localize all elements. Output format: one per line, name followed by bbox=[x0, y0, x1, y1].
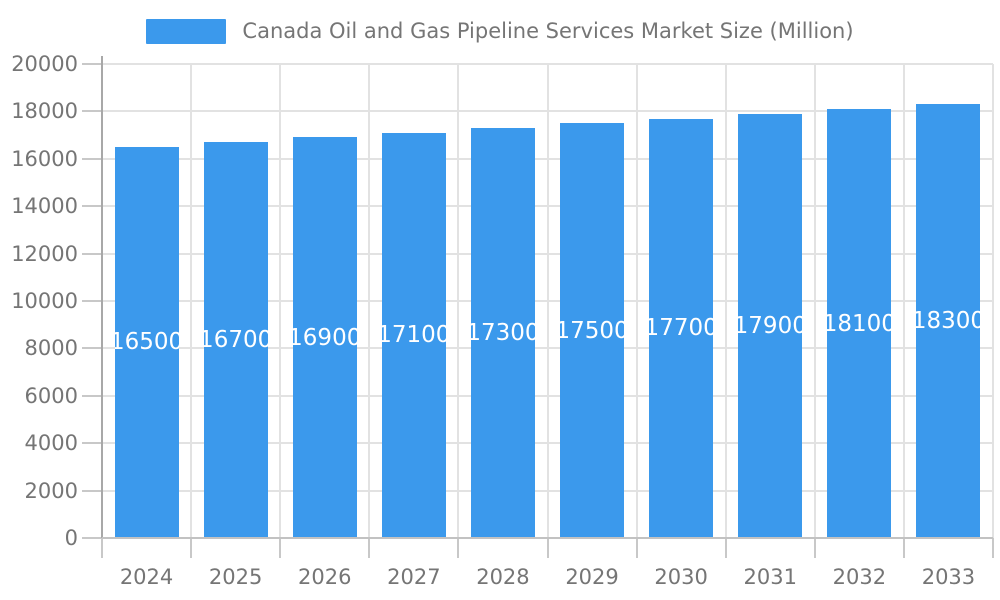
bar[interactable]: 17700 bbox=[649, 118, 714, 538]
x-tick bbox=[368, 538, 371, 558]
v-gridline bbox=[368, 64, 371, 538]
x-axis-label: 2031 bbox=[743, 565, 797, 589]
bar[interactable]: 18100 bbox=[827, 109, 892, 538]
x-tick bbox=[101, 538, 103, 558]
y-tick bbox=[82, 347, 102, 350]
bar-value-label: 16500 bbox=[114, 329, 179, 356]
y-axis-label: 12000 bbox=[11, 241, 78, 266]
bar[interactable]: 16500 bbox=[114, 146, 179, 538]
v-gridline bbox=[635, 64, 638, 538]
x-axis-label: 2028 bbox=[476, 565, 530, 589]
x-axis-label: 2027 bbox=[387, 565, 441, 589]
bar[interactable]: 17100 bbox=[381, 132, 446, 538]
bar-value-label: 16900 bbox=[292, 324, 357, 351]
y-axis-label: 16000 bbox=[11, 146, 78, 171]
y-axis-line bbox=[101, 56, 103, 538]
x-axis-label: 2032 bbox=[832, 565, 887, 589]
v-gridline bbox=[457, 64, 460, 538]
y-tick bbox=[82, 300, 102, 302]
y-axis-label: 8000 bbox=[24, 336, 78, 361]
bar[interactable]: 16700 bbox=[203, 142, 268, 538]
x-axis-label: 2029 bbox=[565, 565, 619, 589]
x-tick bbox=[190, 538, 193, 558]
v-gridline bbox=[279, 64, 282, 538]
x-axis-label: 2030 bbox=[654, 565, 708, 589]
bar[interactable]: 17300 bbox=[470, 128, 535, 538]
bar-value-label: 17300 bbox=[470, 320, 535, 346]
legend[interactable]: Canada Oil and Gas Pipeline Services Mar… bbox=[0, 19, 1000, 44]
bar-value-label: 16700 bbox=[203, 327, 268, 354]
bar[interactable]: 17500 bbox=[560, 123, 625, 538]
x-axis-line bbox=[102, 537, 993, 539]
bar-value-label: 17500 bbox=[560, 317, 625, 344]
y-axis-label: 14000 bbox=[11, 194, 78, 219]
x-tick bbox=[457, 538, 460, 558]
x-axis-label: 2026 bbox=[298, 565, 352, 589]
y-tick bbox=[82, 110, 102, 113]
x-tick bbox=[813, 538, 816, 558]
x-axis-label: 2033 bbox=[921, 565, 976, 589]
y-axis-label: 2000 bbox=[24, 478, 78, 503]
y-axis-label: 20000 bbox=[11, 52, 78, 76]
v-gridline bbox=[190, 64, 193, 538]
y-tick bbox=[82, 442, 102, 445]
y-tick bbox=[82, 157, 102, 160]
y-axis-label: 18000 bbox=[11, 99, 78, 124]
x-tick bbox=[546, 538, 549, 558]
y-tick bbox=[82, 394, 102, 397]
y-tick bbox=[82, 489, 102, 492]
x-tick bbox=[635, 538, 638, 558]
x-tick bbox=[992, 538, 994, 558]
bar[interactable]: 18300 bbox=[916, 104, 981, 538]
y-axis-label: 10000 bbox=[11, 289, 78, 313]
v-gridline bbox=[813, 64, 816, 538]
x-tick bbox=[279, 538, 282, 558]
x-axis-label: 2025 bbox=[208, 565, 263, 589]
bar[interactable]: 16900 bbox=[292, 137, 357, 538]
y-axis-label: 0 bbox=[64, 526, 78, 550]
y-tick bbox=[82, 537, 102, 539]
y-axis-label: 4000 bbox=[24, 431, 78, 456]
y-tick bbox=[82, 63, 102, 65]
x-tick bbox=[724, 538, 727, 558]
bar[interactable]: 17900 bbox=[738, 113, 803, 538]
bar-value-label: 18100 bbox=[827, 310, 892, 337]
legend-label: Canada Oil and Gas Pipeline Services Mar… bbox=[242, 19, 854, 43]
v-gridline bbox=[546, 64, 549, 538]
plot-area: 16500 16700 16900 17100 17300 17500 17700 17900… bbox=[102, 63, 994, 538]
legend-swatch bbox=[146, 19, 227, 44]
bar-value-label: 18300 bbox=[916, 308, 981, 335]
x-tick bbox=[902, 538, 905, 558]
v-gridline bbox=[902, 64, 905, 538]
bar-value-label: 17100 bbox=[381, 322, 446, 349]
y-tick bbox=[82, 252, 102, 255]
y-tick bbox=[82, 205, 102, 208]
v-gridline bbox=[992, 64, 994, 538]
bar-value-label: 17700 bbox=[649, 315, 714, 342]
y-axis-label: 6000 bbox=[24, 383, 78, 408]
v-gridline bbox=[724, 64, 727, 538]
bar-value-label: 17900 bbox=[738, 312, 803, 339]
x-axis-label: 2024 bbox=[119, 565, 174, 589]
